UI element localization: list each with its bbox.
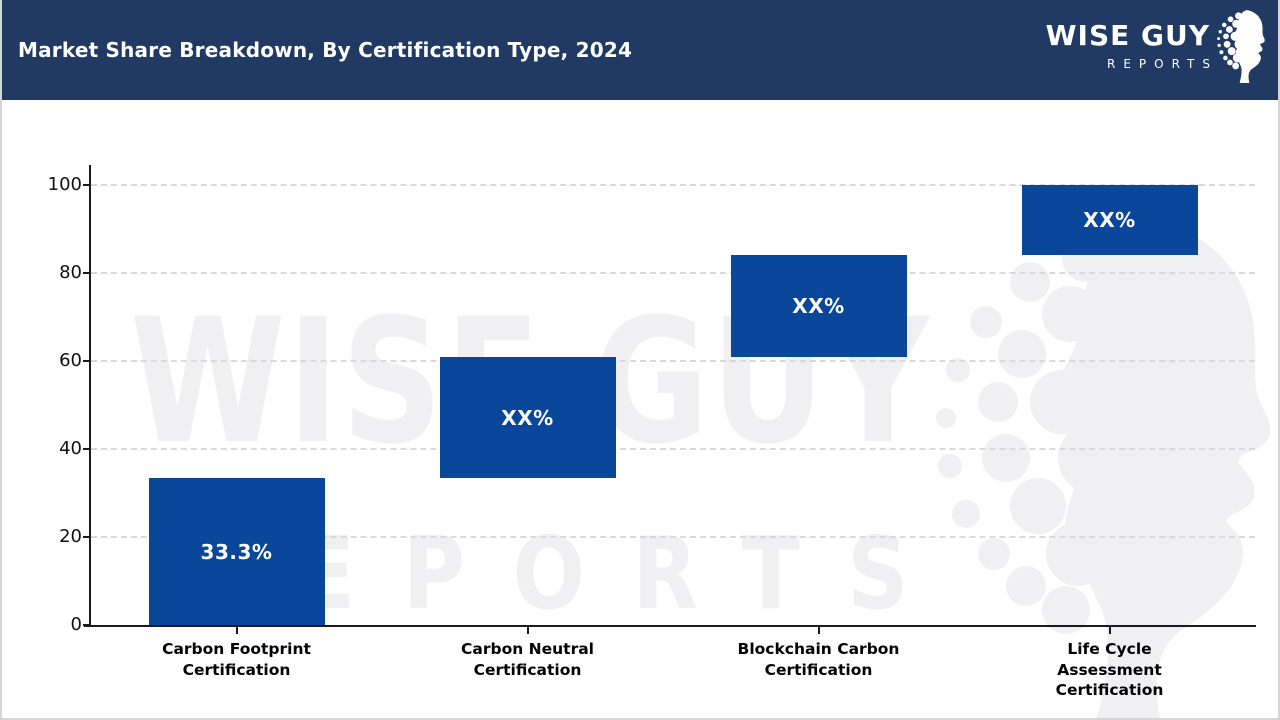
y-tick-label: 40 bbox=[59, 438, 82, 459]
x-axis-line bbox=[84, 625, 1256, 627]
y-tick-mark bbox=[83, 536, 91, 538]
bar: XX% bbox=[730, 255, 907, 357]
y-tick-label: 60 bbox=[59, 350, 82, 371]
y-tick-mark bbox=[83, 448, 91, 450]
page-title: Market Share Breakdown, By Certification… bbox=[18, 38, 633, 62]
x-tick-mark bbox=[1108, 627, 1111, 634]
bar-value-label: XX% bbox=[1083, 208, 1136, 233]
logo-subtitle: REPORTS bbox=[1106, 57, 1218, 71]
y-tick-mark bbox=[83, 360, 91, 362]
category-label: Blockchain Carbon Certification bbox=[737, 640, 900, 679]
gridline bbox=[91, 184, 1255, 186]
bar: 33.3% bbox=[148, 478, 325, 625]
logo-wordmark: WISE GUY bbox=[1045, 19, 1210, 52]
y-tick-label: 0 bbox=[70, 614, 82, 635]
x-tick-mark bbox=[817, 627, 820, 634]
y-tick-label: 20 bbox=[59, 526, 82, 547]
gridline bbox=[91, 272, 1255, 274]
category-label: Carbon Neutral Certification bbox=[461, 640, 594, 679]
bar: XX% bbox=[439, 356, 616, 479]
gridline bbox=[91, 448, 1255, 450]
bar: XX% bbox=[1021, 185, 1198, 256]
y-tick-mark bbox=[83, 624, 91, 626]
gridline bbox=[91, 360, 1255, 362]
header-bar: Market Share Breakdown, By Certification… bbox=[2, 0, 1278, 100]
y-tick-mark bbox=[83, 272, 91, 274]
bar-value-label: XX% bbox=[792, 293, 845, 318]
category-label: Carbon Footprint Certification bbox=[162, 640, 311, 679]
wiseguy-head-icon bbox=[1210, 9, 1267, 83]
gridline bbox=[91, 536, 1255, 538]
y-tick-label: 100 bbox=[47, 174, 82, 195]
x-tick-mark bbox=[235, 627, 238, 634]
category-label: Life Cycle Assessment Certification bbox=[1055, 640, 1164, 699]
y-tick-mark bbox=[83, 184, 91, 186]
x-tick-mark bbox=[526, 627, 529, 634]
bar-value-label: XX% bbox=[501, 405, 554, 430]
y-tick-label: 80 bbox=[59, 262, 82, 283]
bar-value-label: 33.3% bbox=[200, 539, 273, 564]
y-axis-line bbox=[89, 165, 91, 627]
